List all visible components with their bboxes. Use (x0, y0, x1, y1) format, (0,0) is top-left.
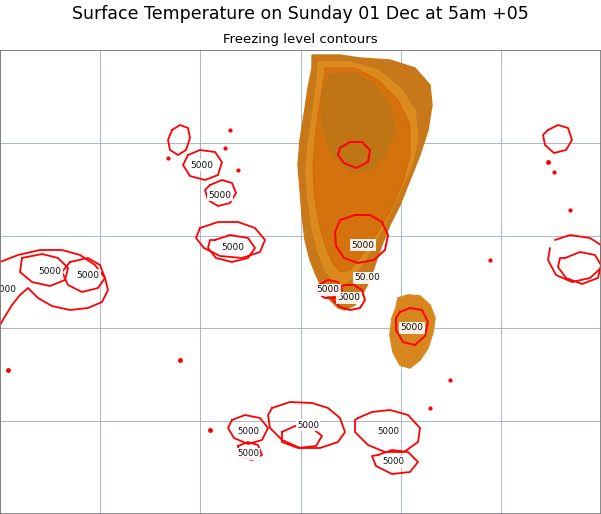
Text: 5000: 5000 (352, 241, 374, 249)
Text: 5000: 5000 (209, 191, 231, 199)
Polygon shape (390, 295, 435, 368)
Polygon shape (298, 55, 432, 310)
Text: 5000: 5000 (237, 450, 259, 458)
Text: Surface Temperature on Sunday 01 Dec at 5am +05: Surface Temperature on Sunday 01 Dec at … (72, 5, 529, 23)
Text: 5000: 5000 (237, 428, 259, 436)
Polygon shape (322, 73, 395, 172)
Text: 5000: 5000 (297, 420, 319, 430)
Polygon shape (306, 62, 418, 285)
Polygon shape (390, 295, 435, 368)
Text: Freezing level contours: Freezing level contours (223, 32, 378, 46)
Text: 5000: 5000 (76, 270, 100, 280)
Text: 5000: 5000 (317, 285, 340, 295)
Polygon shape (313, 68, 410, 272)
Text: 5000: 5000 (382, 457, 404, 467)
Text: 5000: 5000 (377, 428, 399, 436)
Text: 5000: 5000 (191, 160, 213, 170)
Text: 5000: 5000 (338, 293, 361, 303)
Text: 5000: 5000 (0, 285, 16, 295)
Text: 5000: 5000 (222, 244, 245, 252)
Text: 5000: 5000 (38, 267, 61, 277)
Text: 5000: 5000 (400, 323, 424, 333)
Text: 50.00: 50.00 (354, 273, 380, 283)
